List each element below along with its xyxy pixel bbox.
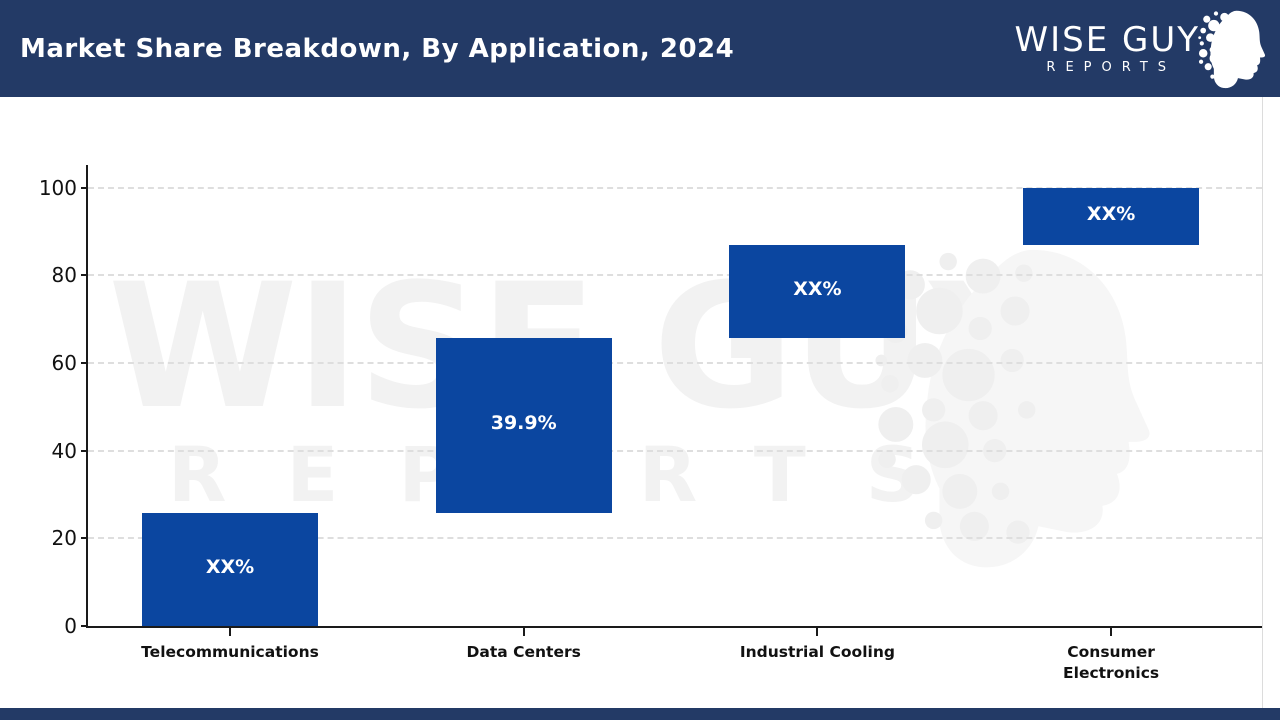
y-tick-label: 40: [51, 438, 77, 463]
bar: XX%: [142, 512, 318, 626]
bar: XX%: [1023, 187, 1200, 245]
header-bar: Market Share Breakdown, By Application, …: [0, 0, 1280, 97]
y-tick-label: 80: [51, 263, 77, 288]
gridline: [88, 449, 1262, 452]
x-tick-label: Consumer Electronics: [1063, 643, 1160, 682]
bar-value-label: XX%: [205, 556, 255, 579]
bar: 39.9%: [435, 337, 612, 513]
bar-value-label: 39.9%: [490, 412, 557, 435]
x-tick-label: Industrial Cooling: [739, 643, 895, 661]
y-axis-tick: [81, 361, 88, 364]
gridline: [88, 274, 1262, 277]
y-axis-tick: [81, 625, 88, 627]
bar: XX%: [729, 244, 906, 338]
x-axis-tick: [522, 628, 525, 636]
gridline: [88, 361, 1262, 364]
x-axis-tick: [229, 628, 231, 636]
bar-value-label: XX%: [1086, 203, 1136, 225]
brand-logo: WISE GUY REPORTS: [1014, 0, 1272, 97]
y-axis-tick: [81, 186, 88, 189]
y-tick-label: 100: [38, 175, 77, 200]
y-tick-label: 20: [51, 526, 77, 551]
y-axis-tick: [81, 537, 88, 540]
y-axis-tick: [81, 449, 88, 452]
x-tick-label: Data Centers: [466, 643, 581, 661]
bar-value-label: XX%: [793, 278, 842, 301]
y-axis-tick: [81, 274, 88, 277]
gridline: [88, 537, 1262, 540]
x-tick-label: Telecommunications: [141, 643, 319, 661]
footer-bar: [0, 708, 1280, 720]
gridline: [88, 186, 1262, 189]
x-axis-tick: [816, 628, 819, 636]
plot-right-border: [1262, 97, 1263, 708]
chart-panel: WISE GUY REPORTS 020406080100XX%Telecomm…: [0, 97, 1280, 709]
brand-name: WISE GUY: [1014, 20, 1200, 60]
y-tick-label: 0: [64, 614, 77, 638]
x-axis: [86, 626, 1262, 628]
brand-logo-text: WISE GUY REPORTS: [1014, 22, 1200, 75]
brand-face-icon: [1198, 10, 1266, 89]
x-axis-tick: [1110, 628, 1113, 636]
y-axis: [86, 165, 88, 628]
y-tick-label: 60: [51, 350, 77, 375]
page-title: Market Share Breakdown, By Application, …: [20, 33, 735, 64]
brand-subname: REPORTS: [1046, 60, 1177, 75]
